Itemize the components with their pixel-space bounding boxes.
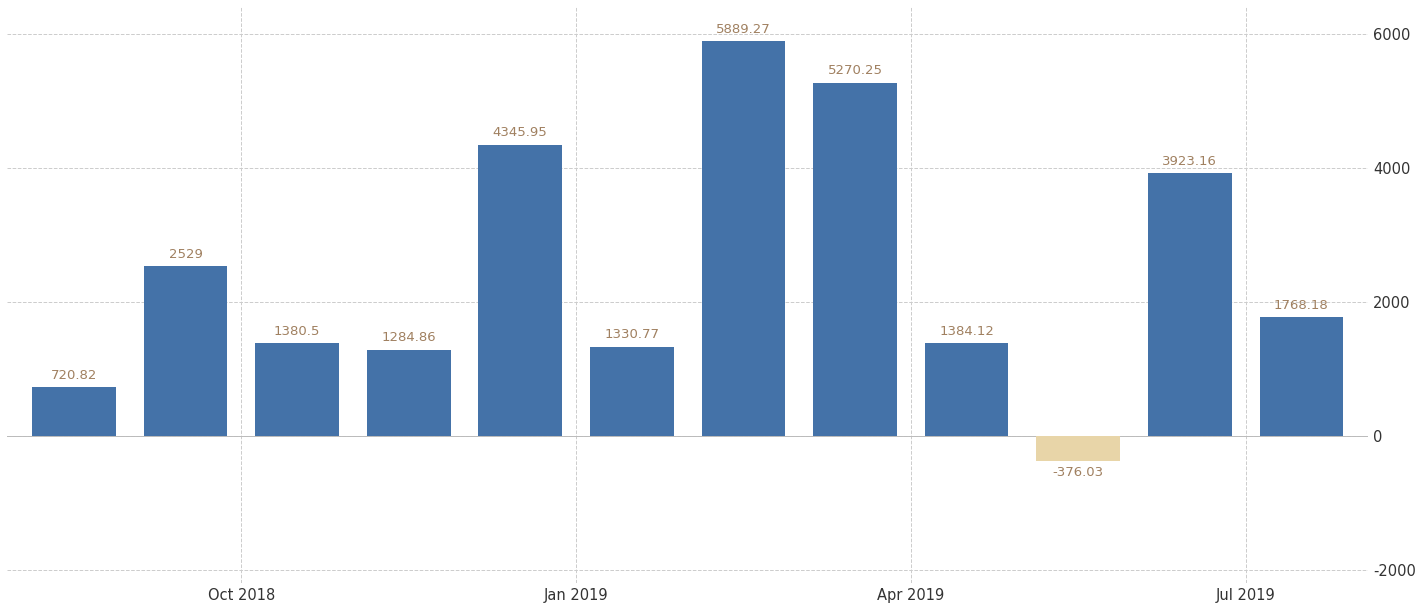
Text: 720.82: 720.82	[51, 369, 97, 382]
Bar	[591, 346, 673, 436]
Bar	[478, 145, 562, 436]
Bar	[1148, 173, 1232, 436]
Bar	[1259, 317, 1343, 436]
Text: 1330.77: 1330.77	[605, 328, 659, 341]
Text: 1384.12: 1384.12	[939, 325, 995, 338]
Bar	[33, 387, 115, 436]
Text: 1380.5: 1380.5	[273, 325, 320, 338]
Text: 2529: 2529	[168, 248, 202, 261]
Text: 5889.27: 5889.27	[716, 23, 771, 36]
Text: -376.03: -376.03	[1053, 466, 1104, 479]
Text: 4345.95: 4345.95	[492, 126, 548, 139]
Bar	[255, 343, 339, 436]
Text: 1284.86: 1284.86	[381, 331, 435, 344]
Bar	[925, 343, 1009, 436]
Text: 5270.25: 5270.25	[828, 64, 882, 77]
Bar	[813, 82, 896, 436]
Text: 3923.16: 3923.16	[1163, 154, 1217, 168]
Text: 1768.18: 1768.18	[1274, 299, 1329, 312]
Bar	[1036, 436, 1120, 461]
Bar	[144, 267, 228, 436]
Bar	[702, 41, 785, 436]
Bar	[367, 350, 451, 436]
